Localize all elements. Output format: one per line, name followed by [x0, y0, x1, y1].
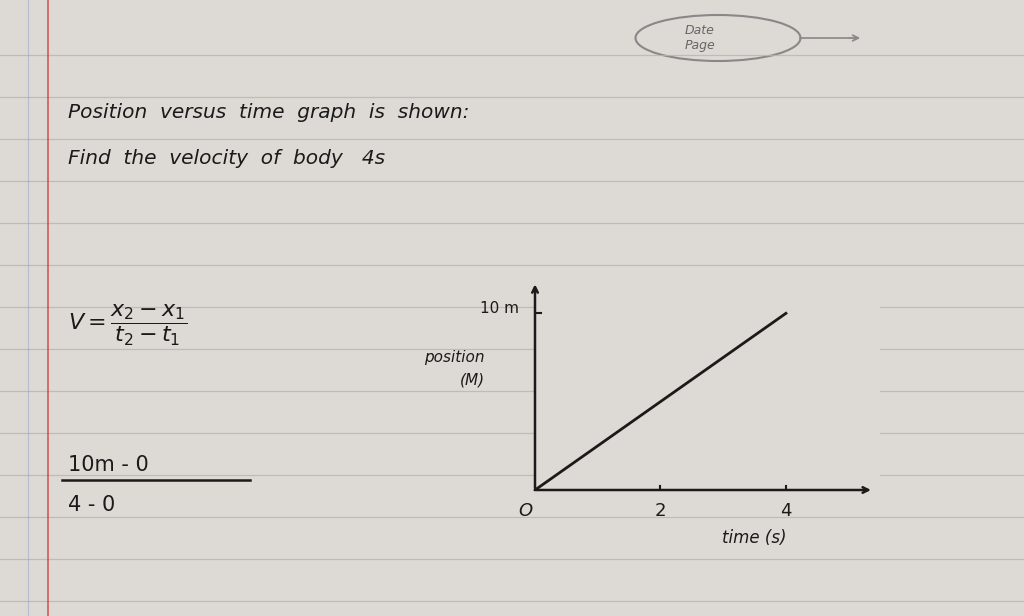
Text: Find  the  velocity  of  body   4s: Find the velocity of body 4s: [68, 148, 385, 168]
Text: position: position: [424, 350, 484, 365]
Text: time (s): time (s): [722, 529, 786, 547]
Text: 4: 4: [780, 503, 792, 521]
Text: O: O: [518, 503, 532, 521]
Text: 4 - 0: 4 - 0: [68, 495, 116, 515]
Text: $V = \dfrac{x_2 - x_1}{t_2 - t_1}$: $V = \dfrac{x_2 - x_1}{t_2 - t_1}$: [68, 302, 187, 347]
Text: 2: 2: [654, 503, 667, 521]
Text: Page: Page: [685, 38, 716, 52]
Text: Date: Date: [685, 25, 715, 38]
Text: 10 m: 10 m: [480, 301, 519, 315]
Text: (M): (M): [460, 373, 484, 388]
Ellipse shape: [636, 15, 801, 61]
Text: Position  versus  time  graph  is  shown:: Position versus time graph is shown:: [68, 102, 469, 121]
Text: 10m - 0: 10m - 0: [68, 455, 148, 475]
